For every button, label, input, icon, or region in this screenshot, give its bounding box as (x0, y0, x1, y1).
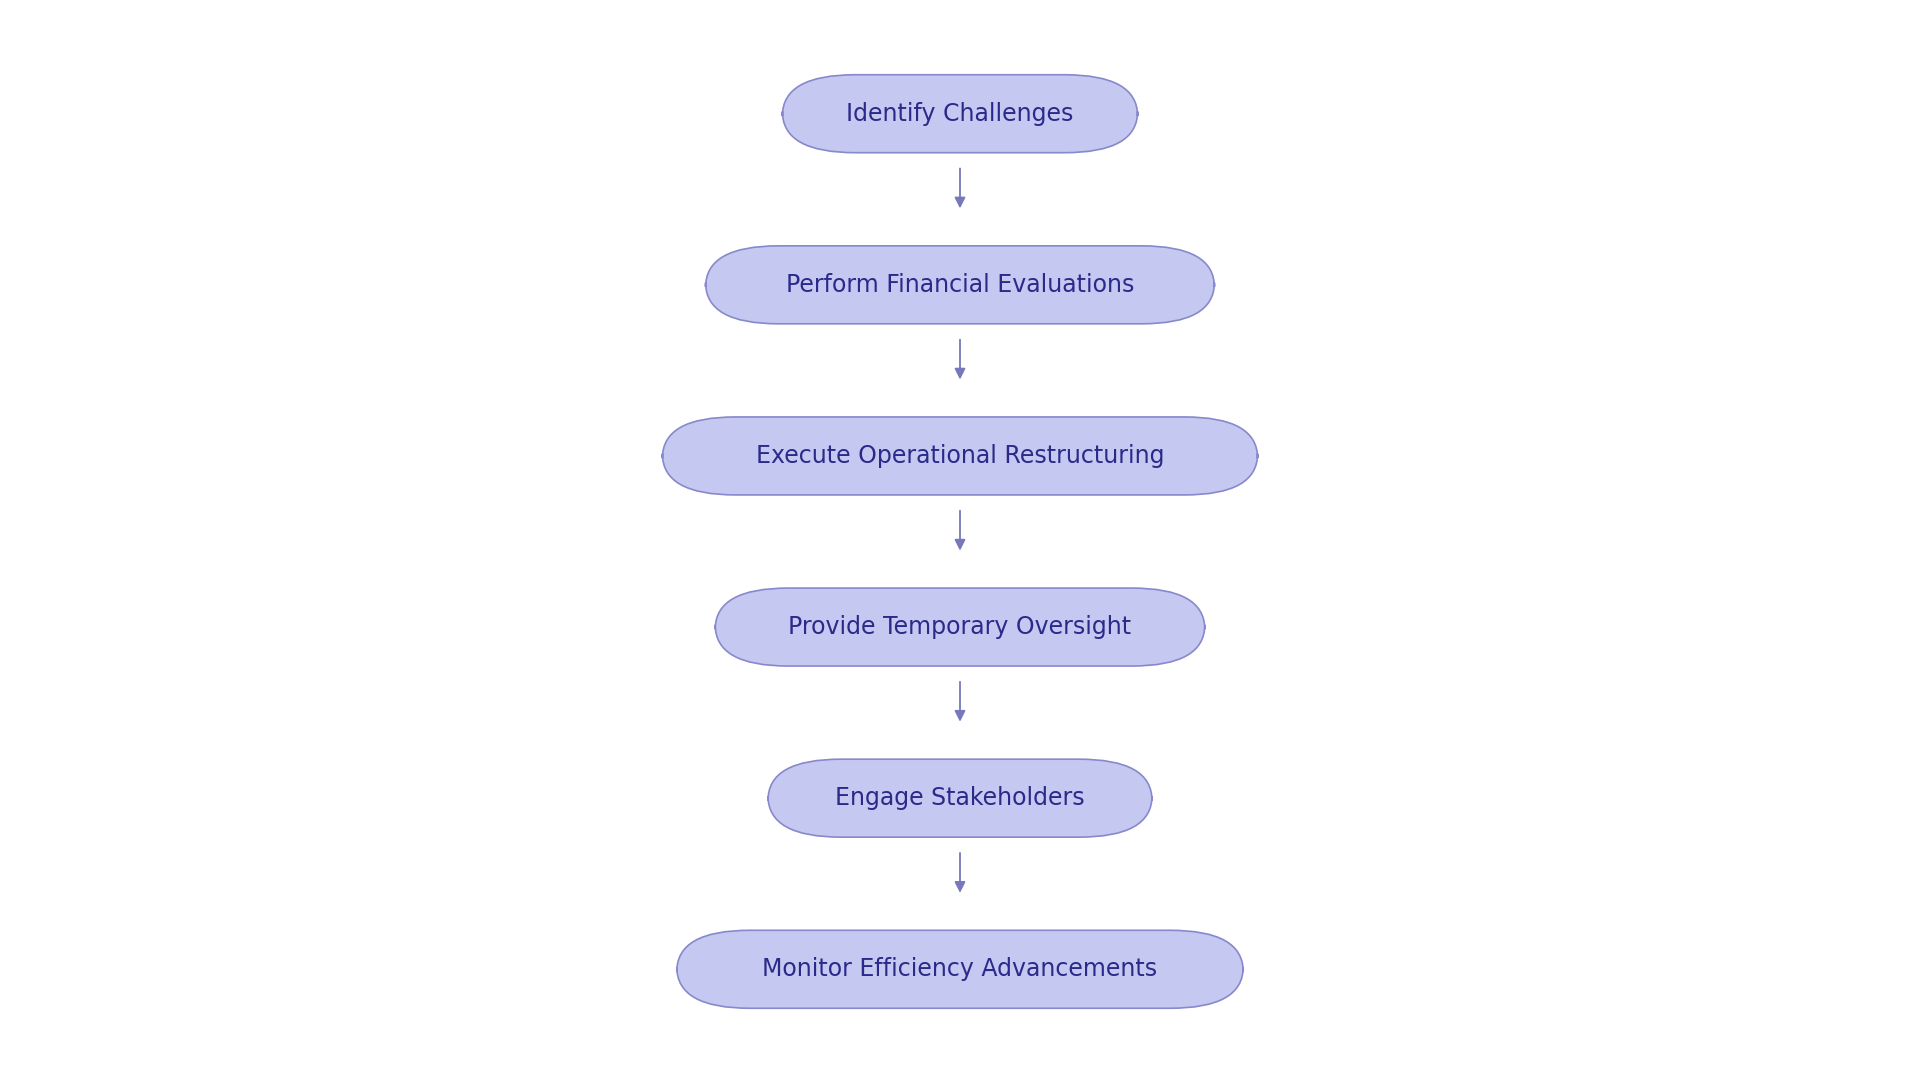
Text: Engage Stakeholders: Engage Stakeholders (835, 786, 1085, 810)
Text: Provide Temporary Oversight: Provide Temporary Oversight (789, 615, 1131, 639)
FancyBboxPatch shape (783, 75, 1137, 153)
Text: Execute Operational Restructuring: Execute Operational Restructuring (756, 444, 1164, 468)
FancyBboxPatch shape (768, 759, 1152, 837)
Text: Identify Challenges: Identify Challenges (847, 102, 1073, 126)
FancyBboxPatch shape (714, 588, 1206, 666)
FancyBboxPatch shape (707, 246, 1215, 324)
FancyBboxPatch shape (662, 417, 1258, 495)
Text: Perform Financial Evaluations: Perform Financial Evaluations (785, 273, 1135, 297)
Text: Monitor Efficiency Advancements: Monitor Efficiency Advancements (762, 957, 1158, 981)
FancyBboxPatch shape (678, 930, 1242, 1008)
